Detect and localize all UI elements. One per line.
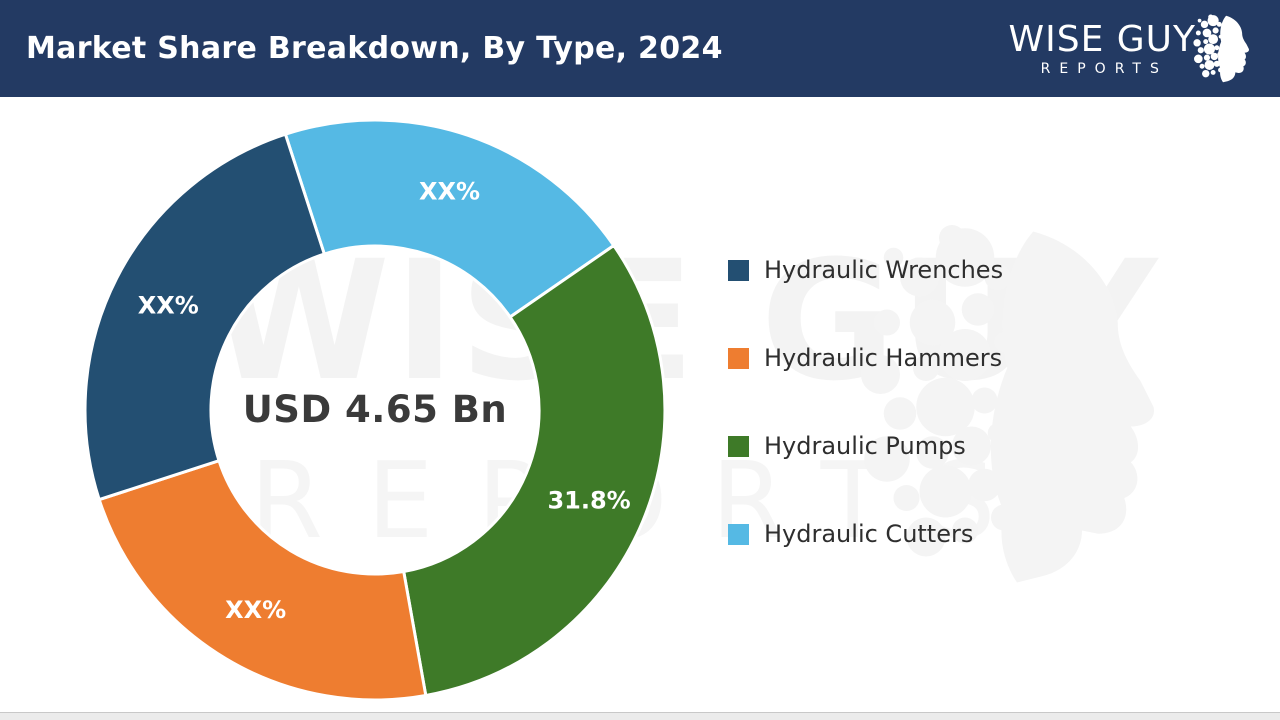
slice-label-hydraulic-hammers: XX% [225,596,286,624]
donut-segment-hydraulic-pumps [401,243,667,698]
header: Market Share Breakdown, By Type, 2024 WI… [0,0,1280,97]
legend-label: Hydraulic Hammers [764,344,1003,372]
slice-label-hydraulic-pumps: 31.8% [547,487,630,515]
wiseguy-head-icon [1193,13,1249,82]
legend-swatch [728,347,749,369]
slice-label-hydraulic-cutters: XX% [419,177,480,205]
footer-strip [0,712,1280,720]
legend-label: Hydraulic Cutters [764,520,974,548]
chart-legend: Hydraulic Wrenches Hydraulic Hammers Hydra… [728,256,1003,548]
logo-subtext: REPORTS [1040,60,1168,77]
logo-text: WISE GUY REPORTS [1008,18,1197,77]
legend-swatch [728,435,749,457]
slice-label-hydraulic-wrenches: XX% [138,292,199,320]
logo-wordmark: WISE GUY [1008,18,1196,60]
wiseguy-logo: WISE GUY REPORTS [1009,12,1255,86]
donut-segment-hydraulic-hammers [97,458,428,702]
donut-segment-hydraulic-wrenches [83,132,327,502]
donut-center-label: USD 4.65 Bn [242,388,508,431]
page-title: Market Share Breakdown, By Type, 2024 [26,31,723,66]
legend-item-hydraulic-pumps: Hydraulic Pumps [728,432,1003,460]
legend-label: Hydraulic Pumps [764,432,966,460]
legend-item-hydraulic-cutters: Hydraulic Cutters [728,520,1003,548]
donut-segment-hydraulic-cutters [283,118,616,320]
legend-swatch [728,259,749,281]
legend-item-hydraulic-hammers: Hydraulic Hammers [728,344,1003,372]
legend-item-hydraulic-wrenches: Hydraulic Wrenches [728,256,1003,284]
legend-swatch [728,523,749,545]
legend-label: Hydraulic Wrenches [764,256,1004,284]
